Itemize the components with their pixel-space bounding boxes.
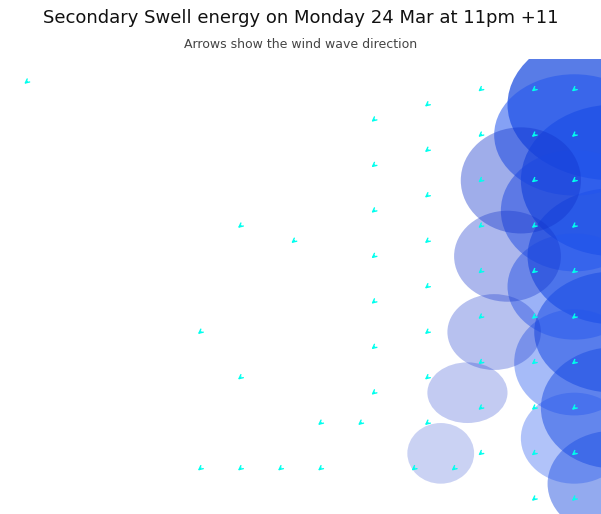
Ellipse shape bbox=[514, 309, 601, 415]
Ellipse shape bbox=[461, 127, 581, 233]
Ellipse shape bbox=[528, 188, 601, 324]
Ellipse shape bbox=[427, 362, 507, 423]
Ellipse shape bbox=[548, 431, 601, 514]
Text: Arrows show the wind wave direction: Arrows show the wind wave direction bbox=[184, 38, 417, 51]
Ellipse shape bbox=[521, 105, 601, 256]
Ellipse shape bbox=[521, 393, 601, 484]
Ellipse shape bbox=[507, 233, 601, 340]
Ellipse shape bbox=[407, 423, 474, 484]
Text: Secondary Swell energy on Monday 24 Mar at 11pm +11: Secondary Swell energy on Monday 24 Mar … bbox=[43, 9, 558, 27]
Ellipse shape bbox=[501, 150, 601, 271]
Ellipse shape bbox=[507, 29, 601, 180]
Ellipse shape bbox=[447, 294, 541, 370]
Ellipse shape bbox=[541, 347, 601, 469]
Ellipse shape bbox=[454, 211, 561, 302]
Ellipse shape bbox=[494, 75, 601, 195]
Ellipse shape bbox=[534, 271, 601, 393]
